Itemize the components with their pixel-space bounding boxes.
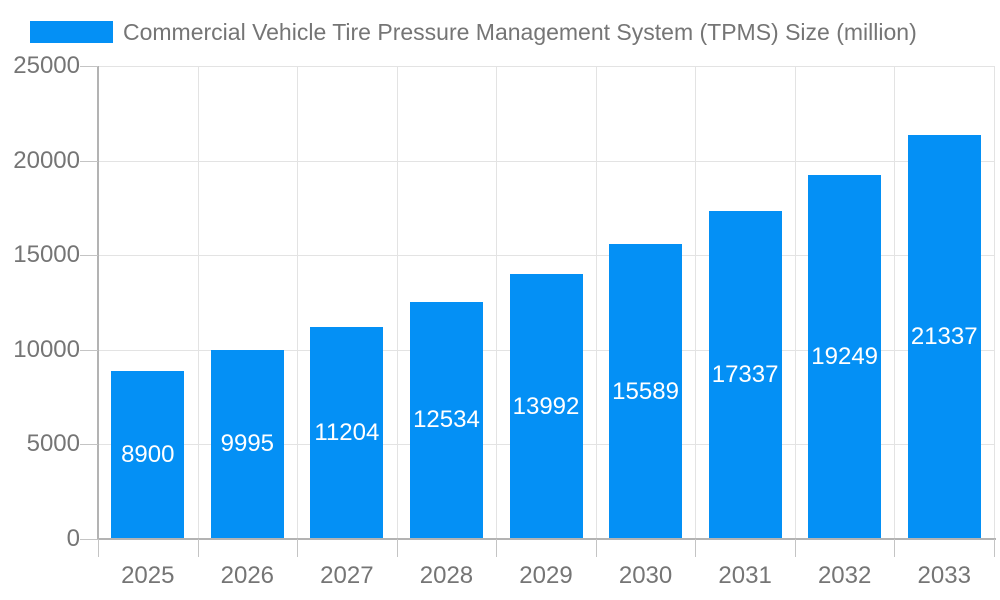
x-tick: [396, 539, 398, 557]
bar-2031: 17337: [708, 210, 782, 539]
x-tick: [994, 539, 995, 557]
x-axis-label: 2027: [320, 562, 374, 589]
bar-2028: 12534: [409, 301, 483, 539]
legend-label: Commercial Vehicle Tire Pressure Managem…: [123, 18, 917, 45]
bar-value-label: 17337: [711, 360, 779, 388]
gridline-v: [794, 66, 796, 539]
gridline-v: [595, 66, 597, 539]
y-axis-label: 0: [66, 525, 80, 552]
gridline-v: [197, 66, 199, 539]
y-tick: [80, 444, 98, 446]
gridline-v: [695, 66, 697, 539]
gridline-v: [994, 66, 995, 539]
gridline-h: [98, 255, 994, 257]
x-axis-label: 2030: [618, 562, 673, 589]
x-axis-label: 2028: [419, 562, 474, 589]
gridline-v: [297, 66, 299, 539]
y-axis-label: 10000: [13, 335, 80, 363]
y-axis-label: 15000: [13, 241, 80, 269]
x-tick: [794, 539, 796, 557]
y-tick: [80, 349, 98, 351]
y-axis-line: [97, 66, 99, 539]
x-tick: [595, 539, 597, 557]
gridline-v: [496, 66, 498, 539]
bar-2033: 21337: [907, 135, 981, 539]
y-tick: [80, 160, 98, 162]
plot-area: 8900 9995 11204 12534 13992 15589 17337 19249 21…: [98, 66, 995, 539]
x-tick: [197, 539, 199, 557]
x-tick: [496, 539, 498, 557]
bar-2027: 11204: [310, 327, 384, 539]
legend-swatch: [30, 21, 113, 43]
bar-value-label: 8900: [121, 440, 175, 468]
y-axis-label: 5000: [26, 430, 80, 458]
x-tick: [695, 539, 697, 557]
bar-2032: 19249: [808, 174, 882, 539]
x-axis-label: 2031: [718, 562, 772, 589]
y-tick: [80, 255, 98, 257]
bar-2030: 15589: [609, 244, 683, 539]
x-axis-label: 2026: [220, 562, 275, 589]
bar-2025: 8900: [111, 370, 185, 539]
bar-value-label: 15589: [612, 377, 679, 405]
bar-value-label: 19249: [811, 342, 879, 370]
bar-value-label: 9995: [220, 430, 275, 458]
x-tick: [98, 539, 99, 557]
y-tick: [80, 66, 98, 67]
gridline-v: [396, 66, 398, 539]
x-axis-line: [97, 538, 996, 540]
bar-2029: 13992: [509, 274, 583, 539]
legend: Commercial Vehicle Tire Pressure Managem…: [30, 10, 917, 54]
gridline-h: [98, 66, 994, 67]
y-axis-label: 25000: [13, 52, 80, 79]
bar-value-label: 21337: [910, 323, 978, 351]
x-axis-label: 2032: [817, 562, 872, 589]
y-tick: [80, 539, 98, 540]
x-axis-label: 2033: [917, 562, 971, 589]
x-tick: [894, 539, 896, 557]
x-axis-label: 2029: [519, 562, 573, 589]
y-axis-label: 20000: [13, 146, 80, 174]
gridline-v: [894, 66, 896, 539]
x-axis-label: 2025: [121, 562, 175, 589]
bar-value-label: 12534: [413, 406, 480, 434]
bar-2026: 9995: [210, 349, 284, 539]
x-tick: [297, 539, 299, 557]
gridline-h: [98, 160, 994, 162]
bar-value-label: 13992: [512, 392, 580, 420]
bar-value-label: 11204: [314, 419, 380, 447]
